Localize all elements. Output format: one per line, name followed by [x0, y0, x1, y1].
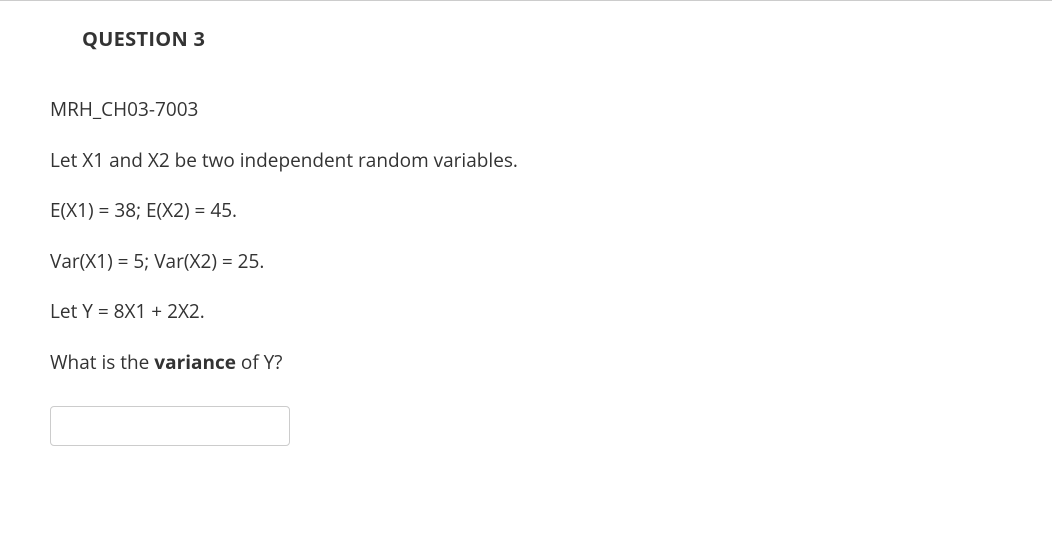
prompt-bold: variance — [154, 349, 236, 375]
question-body: MRH_CH03-7003 Let X1 and X2 be two indep… — [50, 96, 1002, 446]
question-prompt: What is the variance of Y? — [50, 349, 1002, 376]
question-line-4: Let Y = 8X1 + 2X2. — [50, 298, 1002, 325]
question-container: QUESTION 3 MRH_CH03-7003 Let X1 and X2 b… — [0, 1, 1052, 446]
question-line-2: E(X1) = 38; E(X2) = 45. — [50, 197, 1002, 224]
prompt-suffix: of Y? — [236, 349, 283, 375]
prompt-prefix: What is the — [50, 349, 154, 375]
question-line-3: Var(X1) = 5; Var(X2) = 25. — [50, 248, 1002, 275]
question-code: MRH_CH03-7003 — [50, 96, 1002, 123]
question-header: QUESTION 3 — [82, 25, 1002, 52]
answer-input[interactable] — [50, 406, 290, 446]
question-line-1: Let X1 and X2 be two independent random … — [50, 147, 1002, 174]
